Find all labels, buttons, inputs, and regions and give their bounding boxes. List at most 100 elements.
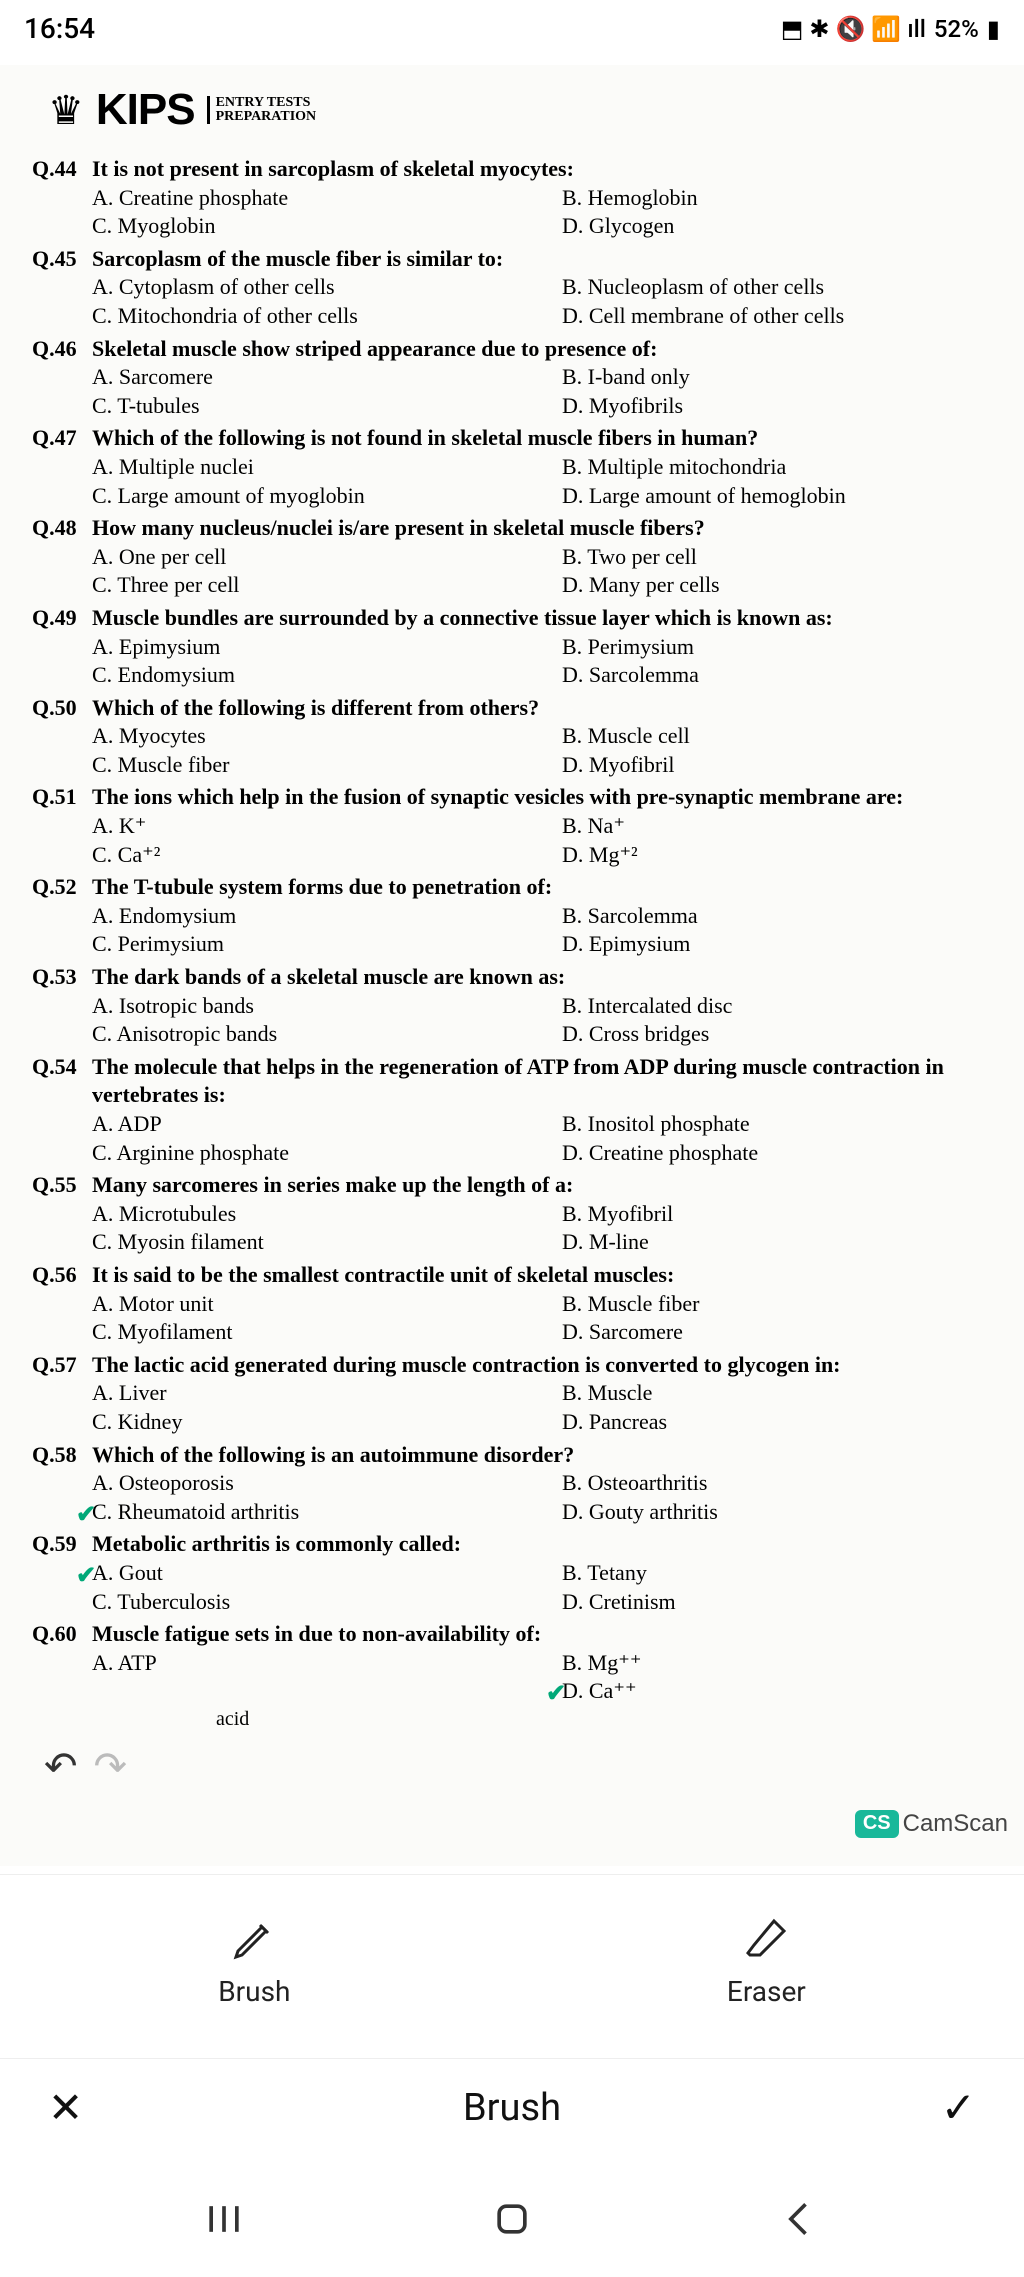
option: C. Kidney [92,1408,538,1437]
question-block: Q.58Which of the following is an autoimm… [16,1441,1008,1527]
option: D. Sarcomere [562,1318,1008,1347]
options-grid: A. MyocytesB. Muscle cellC. Muscle fiber… [92,722,1008,779]
question-text: Many sarcomeres in series make up the le… [92,1171,1008,1200]
option: D. Ca⁺⁺✔ [562,1677,1008,1706]
option: B. Multiple mitochondria [562,453,1008,482]
eraser-tool[interactable]: Eraser [727,1915,806,2008]
option: B. Muscle fiber [562,1290,1008,1319]
option: C. Myosin filament [92,1228,538,1257]
question-text: Which of the following is an autoimmune … [92,1441,1008,1470]
question-body: It is not present in sarcoplasm of skele… [92,155,1008,241]
document-area[interactable]: ♛ KIPS ENTRY TESTS PREPARATION Q.44It is… [0,65,1024,1866]
question-block: Q.55Many sarcomeres in series make up th… [16,1171,1008,1257]
undo-button[interactable]: ↶ [44,1743,78,1790]
question-body: Which of the following is not found in s… [92,424,1008,510]
options-grid: A. Multiple nuclei B. Multiple mitochondr… [92,453,1008,510]
option: A. Motor unit [92,1290,538,1319]
question-block: Q.47Which of the following is not found … [16,424,1008,510]
status-right: ⬒ ✱ 🔇 📶 ıll 52% ▮ [781,15,1000,43]
option: C. Perimysium [92,930,538,959]
option: B. Muscle [562,1379,1008,1408]
brush-tool[interactable]: Brush [218,1915,290,2008]
question-body: How many nucleus/nuclei is/are present i… [92,514,1008,600]
recent-apps-button[interactable] [202,2197,246,2241]
option: B. Nucleoplasm of other cells [562,273,1008,302]
cs-badge: CS [855,1810,899,1838]
back-button[interactable] [778,2197,822,2241]
battery-icon: ▮ [987,15,1000,43]
options-grid: A. Creatine phosphateB. HemoglobinC. Myo… [92,184,1008,241]
option: C. Myofilament [92,1318,538,1347]
option: D. Cross bridges [562,1020,1008,1049]
question-body: The ions which help in the fusion of syn… [92,783,1008,869]
eraser-label: Eraser [727,1975,806,2008]
question-text: Which of the following is not found in s… [92,424,1008,453]
option: C. Muscle fiber [92,751,538,780]
question-block: Q.46Skeletal muscle show striped appeara… [16,335,1008,421]
question-number: Q.50 [16,694,92,780]
option: A. Cytoplasm of other cells [92,273,538,302]
option: A. ATP [92,1649,538,1678]
question-body: Which of the following is different from… [92,694,1008,780]
options-grid: A. EndomysiumB. SarcolemmaC. PerimysiumD… [92,902,1008,959]
options-grid: A. SarcomereB. I-band onlyC. T-tubulesD.… [92,363,1008,420]
question-body: Sarcoplasm of the muscle fiber is simila… [92,245,1008,331]
question-body: Skeletal muscle show striped appearance … [92,335,1008,421]
logo-subtitle: ENTRY TESTS PREPARATION [207,96,317,124]
option: A. ADP [92,1110,538,1139]
confirm-button[interactable]: ✓ [941,2083,976,2133]
option: D. Creatine phosphate [562,1139,1008,1168]
bottom-title: Brush [463,2086,561,2130]
question-text: The T-tubule system forms due to penetra… [92,873,1008,902]
question-block: Q.45Sarcoplasm of the muscle fiber is si… [16,245,1008,331]
checkmark-icon: ✔ [546,1679,566,1710]
logo-line2: PREPARATION [216,109,317,124]
brush-label: Brush [218,1975,290,2008]
redo-button[interactable]: ↷ [94,1743,128,1790]
home-button[interactable] [490,2197,534,2241]
close-button[interactable]: ✕ [48,2083,83,2133]
question-text: Which of the following is different from… [92,694,1008,723]
crown-icon: ♛ [48,87,84,134]
option: A. Liver [92,1379,538,1408]
status-icons: ⬒ ✱ 🔇 📶 ıll [781,15,926,43]
question-body: Which of the following is an autoimmune … [92,1441,1008,1527]
question-text: The molecule that helps in the regenerat… [92,1053,1008,1110]
mute-icon: 🔇 [836,15,866,43]
option: A. Multiple nuclei [92,453,538,482]
option: D. M-line [562,1228,1008,1257]
option: C. T-tubules [92,392,538,421]
option: D. Glycogen [562,212,1008,241]
option: B. Hemoglobin [562,184,1008,213]
question-body: The dark bands of a skeletal muscle are … [92,963,1008,1049]
question-number: Q.60 [16,1620,92,1706]
question-block: Q.52The T-tubule system forms due to pen… [16,873,1008,959]
question-body: Metabolic arthritis is commonly called:A… [92,1530,1008,1616]
option: D. Myofibril [562,751,1008,780]
question-block: Q.59Metabolic arthritis is commonly call… [16,1530,1008,1616]
question-number: Q.52 [16,873,92,959]
option: C. Large amount of myoglobin [92,482,538,511]
question-number: Q.56 [16,1261,92,1347]
option: A. Osteoporosis [92,1469,538,1498]
wifi-icon: 📶 [871,15,901,43]
logo-line1: ENTRY TESTS [216,95,311,110]
question-number: Q.48 [16,514,92,600]
cs-text: CamScan [903,1810,1008,1838]
question-text: The dark bands of a skeletal muscle are … [92,963,1008,992]
option: A. Sarcomere [92,363,538,392]
question-block: Q.56It is said to be the smallest contra… [16,1261,1008,1347]
icon-1: ⬒ [781,15,804,43]
question-number: Q.55 [16,1171,92,1257]
question-number: Q.45 [16,245,92,331]
question-number: Q.54 [16,1053,92,1167]
question-block: Q.60Muscle fatigue sets in due to non-av… [16,1620,1008,1706]
option: A. K⁺ [92,812,538,841]
question-block: Q.57The lactic acid generated during mus… [16,1351,1008,1437]
option: D. Cell membrane of other cells [562,302,1008,331]
option: B. Na⁺ [562,812,1008,841]
questions-list: Q.44It is not present in sarcoplasm of s… [16,155,1008,1706]
option: B. Sarcolemma [562,902,1008,931]
question-number: Q.57 [16,1351,92,1437]
question-text: It is said to be the smallest contractil… [92,1261,1008,1290]
